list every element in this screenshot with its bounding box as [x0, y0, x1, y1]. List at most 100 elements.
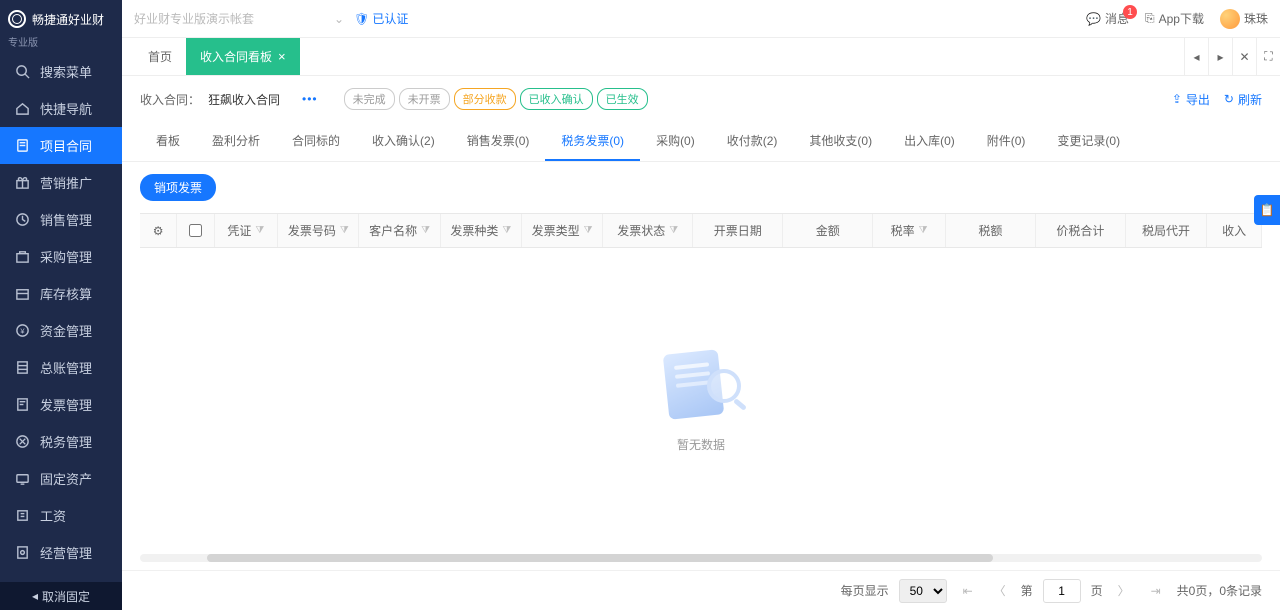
sidebar-item-1[interactable]: 快捷导航: [0, 90, 122, 127]
column-header[interactable]: 税额: [946, 214, 1036, 247]
shield-icon: 🛡: [354, 12, 369, 26]
column-settings[interactable]: ⚙: [140, 214, 177, 247]
status-pill: 未开票: [399, 88, 450, 110]
sub-tab-4[interactable]: 销售发票(0): [451, 122, 546, 161]
status-pills: 未完成未开票部分收款已收入确认已生效: [340, 88, 648, 110]
column-header[interactable]: 发票号码⧩: [278, 214, 359, 247]
page-input[interactable]: [1043, 579, 1081, 603]
float-help-button[interactable]: 📋: [1254, 195, 1280, 225]
prev-page-button[interactable]: 〈: [989, 580, 1011, 602]
sub-tab-6[interactable]: 采购(0): [640, 122, 711, 161]
filter-icon[interactable]: ⧩: [502, 225, 511, 236]
refresh-button[interactable]: ↻ 刷新: [1224, 91, 1262, 108]
sidebar-item-label: 库存核算: [40, 284, 92, 303]
filter-icon[interactable]: ⧩: [669, 225, 678, 236]
sub-tab-11[interactable]: 变更记录(0): [1041, 122, 1136, 161]
basket-icon: [14, 249, 30, 265]
sub-tab-0[interactable]: 看板: [140, 122, 196, 161]
breadcrumb-value: 狂飙收入合同: [208, 91, 280, 108]
close-icon[interactable]: ×: [278, 49, 286, 64]
tab-close-all-button[interactable]: ✕: [1232, 38, 1256, 76]
sidebar-item-label: 销售管理: [40, 210, 92, 229]
sub-tab-2[interactable]: 合同标的: [276, 122, 356, 161]
logo: 畅捷通好业财: [0, 0, 122, 38]
sub-tab-1[interactable]: 盈利分析: [196, 122, 276, 161]
sidebar-item-label: 快捷导航: [40, 99, 92, 118]
first-page-button[interactable]: ⇤: [957, 580, 979, 602]
user-menu[interactable]: 珠珠: [1220, 9, 1268, 29]
sidebar-item-10[interactable]: 税务管理: [0, 423, 122, 460]
sidebar-item-13[interactable]: 经营管理: [0, 534, 122, 571]
contract-icon: [14, 138, 30, 154]
filter-icon[interactable]: ⧩: [421, 225, 430, 236]
column-header[interactable]: 金额: [783, 214, 873, 247]
sub-tab-9[interactable]: 出入库(0): [888, 122, 971, 161]
column-header[interactable]: 凭证⧩: [215, 214, 279, 247]
sidebar-item-3[interactable]: 营销推广: [0, 164, 122, 201]
horizontal-scrollbar[interactable]: [140, 554, 1262, 564]
next-page-button[interactable]: 〉: [1113, 580, 1135, 602]
chevron-down-icon: ⌄: [334, 12, 344, 26]
column-header[interactable]: 税率⧩: [873, 214, 945, 247]
column-header[interactable]: 发票种类⧩: [441, 214, 522, 247]
tab-home[interactable]: 首页: [134, 38, 186, 75]
sidebar-item-5[interactable]: 采购管理: [0, 238, 122, 275]
sidebar-item-4[interactable]: 销售管理: [0, 201, 122, 238]
column-header[interactable]: 客户名称⧩: [359, 214, 440, 247]
ledger-icon: [14, 360, 30, 376]
column-header[interactable]: 发票类型⧩: [522, 214, 603, 247]
column-header[interactable]: 价税合计: [1036, 214, 1126, 247]
gift-icon: [14, 175, 30, 191]
breadcrumb-label: 收入合同：: [140, 91, 200, 108]
export-icon: ⇪: [1172, 92, 1182, 106]
sub-tabs: 看板盈利分析合同标的收入确认(2)销售发票(0)税务发票(0)采购(0)收付款(…: [122, 122, 1280, 162]
column-header[interactable]: 发票状态⧩: [603, 214, 693, 247]
page-size-select[interactable]: 50: [899, 579, 947, 603]
sidebar-item-12[interactable]: 工资: [0, 497, 122, 534]
filter-icon[interactable]: ⧩: [255, 225, 264, 236]
filter-icon[interactable]: ⧩: [919, 225, 928, 236]
last-page-button[interactable]: ⇥: [1145, 580, 1167, 602]
export-button[interactable]: ⇪ 导出: [1172, 91, 1210, 108]
svg-text:¥: ¥: [20, 326, 25, 335]
main: 好业财专业版演示帐套 ⌄ 🛡 已认证 💬 消息 1 ⎘ App下载: [122, 0, 1280, 610]
sidebar-item-6[interactable]: 库存核算: [0, 275, 122, 312]
sub-tab-10[interactable]: 附件(0): [971, 122, 1042, 161]
sidebar-item-11[interactable]: 固定资产: [0, 460, 122, 497]
select-all-checkbox[interactable]: [189, 224, 202, 237]
sidebar-item-9[interactable]: 发票管理: [0, 386, 122, 423]
column-header[interactable]: 开票日期: [693, 214, 783, 247]
sidebar-item-0[interactable]: 搜索菜单: [0, 53, 122, 90]
filter-output-invoice[interactable]: 销项发票: [140, 174, 216, 201]
reimburse-icon: [14, 582, 30, 583]
gear-icon: ⚙: [153, 224, 164, 238]
tab-next-button[interactable]: ▸: [1208, 38, 1232, 76]
sidebar-item-14[interactable]: 小畅报销: [0, 571, 122, 582]
download-icon: ⎘: [1145, 11, 1155, 26]
sidebar-item-2[interactable]: 项目合同: [0, 127, 122, 164]
pagination: 每页显示 50 ⇤ 〈 第 页 〉 ⇥ 共0页，0条记录: [122, 570, 1280, 610]
fullscreen-button[interactable]: ⛶: [1256, 38, 1280, 76]
org-selector[interactable]: 好业财专业版演示帐套 ⌄: [134, 10, 344, 27]
refresh-icon: ↻: [1224, 92, 1234, 106]
filter-icon[interactable]: ⧩: [584, 225, 593, 236]
sub-tab-7[interactable]: 收付款(2): [711, 122, 794, 161]
verified-badge: 🛡 已认证: [354, 10, 408, 27]
column-header[interactable]: 税局代开: [1126, 214, 1207, 247]
messages-button[interactable]: 💬 消息 1: [1086, 10, 1129, 27]
filter-icon[interactable]: ⧩: [340, 225, 349, 236]
more-actions[interactable]: •••: [302, 92, 318, 106]
sidebar-item-8[interactable]: 总账管理: [0, 349, 122, 386]
app-download-button[interactable]: ⎘ App下载: [1145, 10, 1204, 27]
sub-tab-3[interactable]: 收入确认(2): [356, 122, 451, 161]
sub-tab-5[interactable]: 税务发票(0): [545, 122, 640, 161]
logo-text: 畅捷通好业财: [32, 11, 104, 28]
select-all[interactable]: [177, 214, 214, 247]
pin-toggle[interactable]: ◂ 取消固定: [0, 582, 122, 610]
tab-income-contract-board[interactable]: 收入合同看板 ×: [186, 38, 300, 75]
tab-prev-button[interactable]: ◂: [1184, 38, 1208, 76]
sidebar-item-label: 采购管理: [40, 247, 92, 266]
sub-tab-8[interactable]: 其他收支(0): [793, 122, 888, 161]
sidebar-item-7[interactable]: ¥资金管理: [0, 312, 122, 349]
page-tabs: 首页 收入合同看板 × ◂ ▸ ✕ ⛶: [122, 38, 1280, 76]
